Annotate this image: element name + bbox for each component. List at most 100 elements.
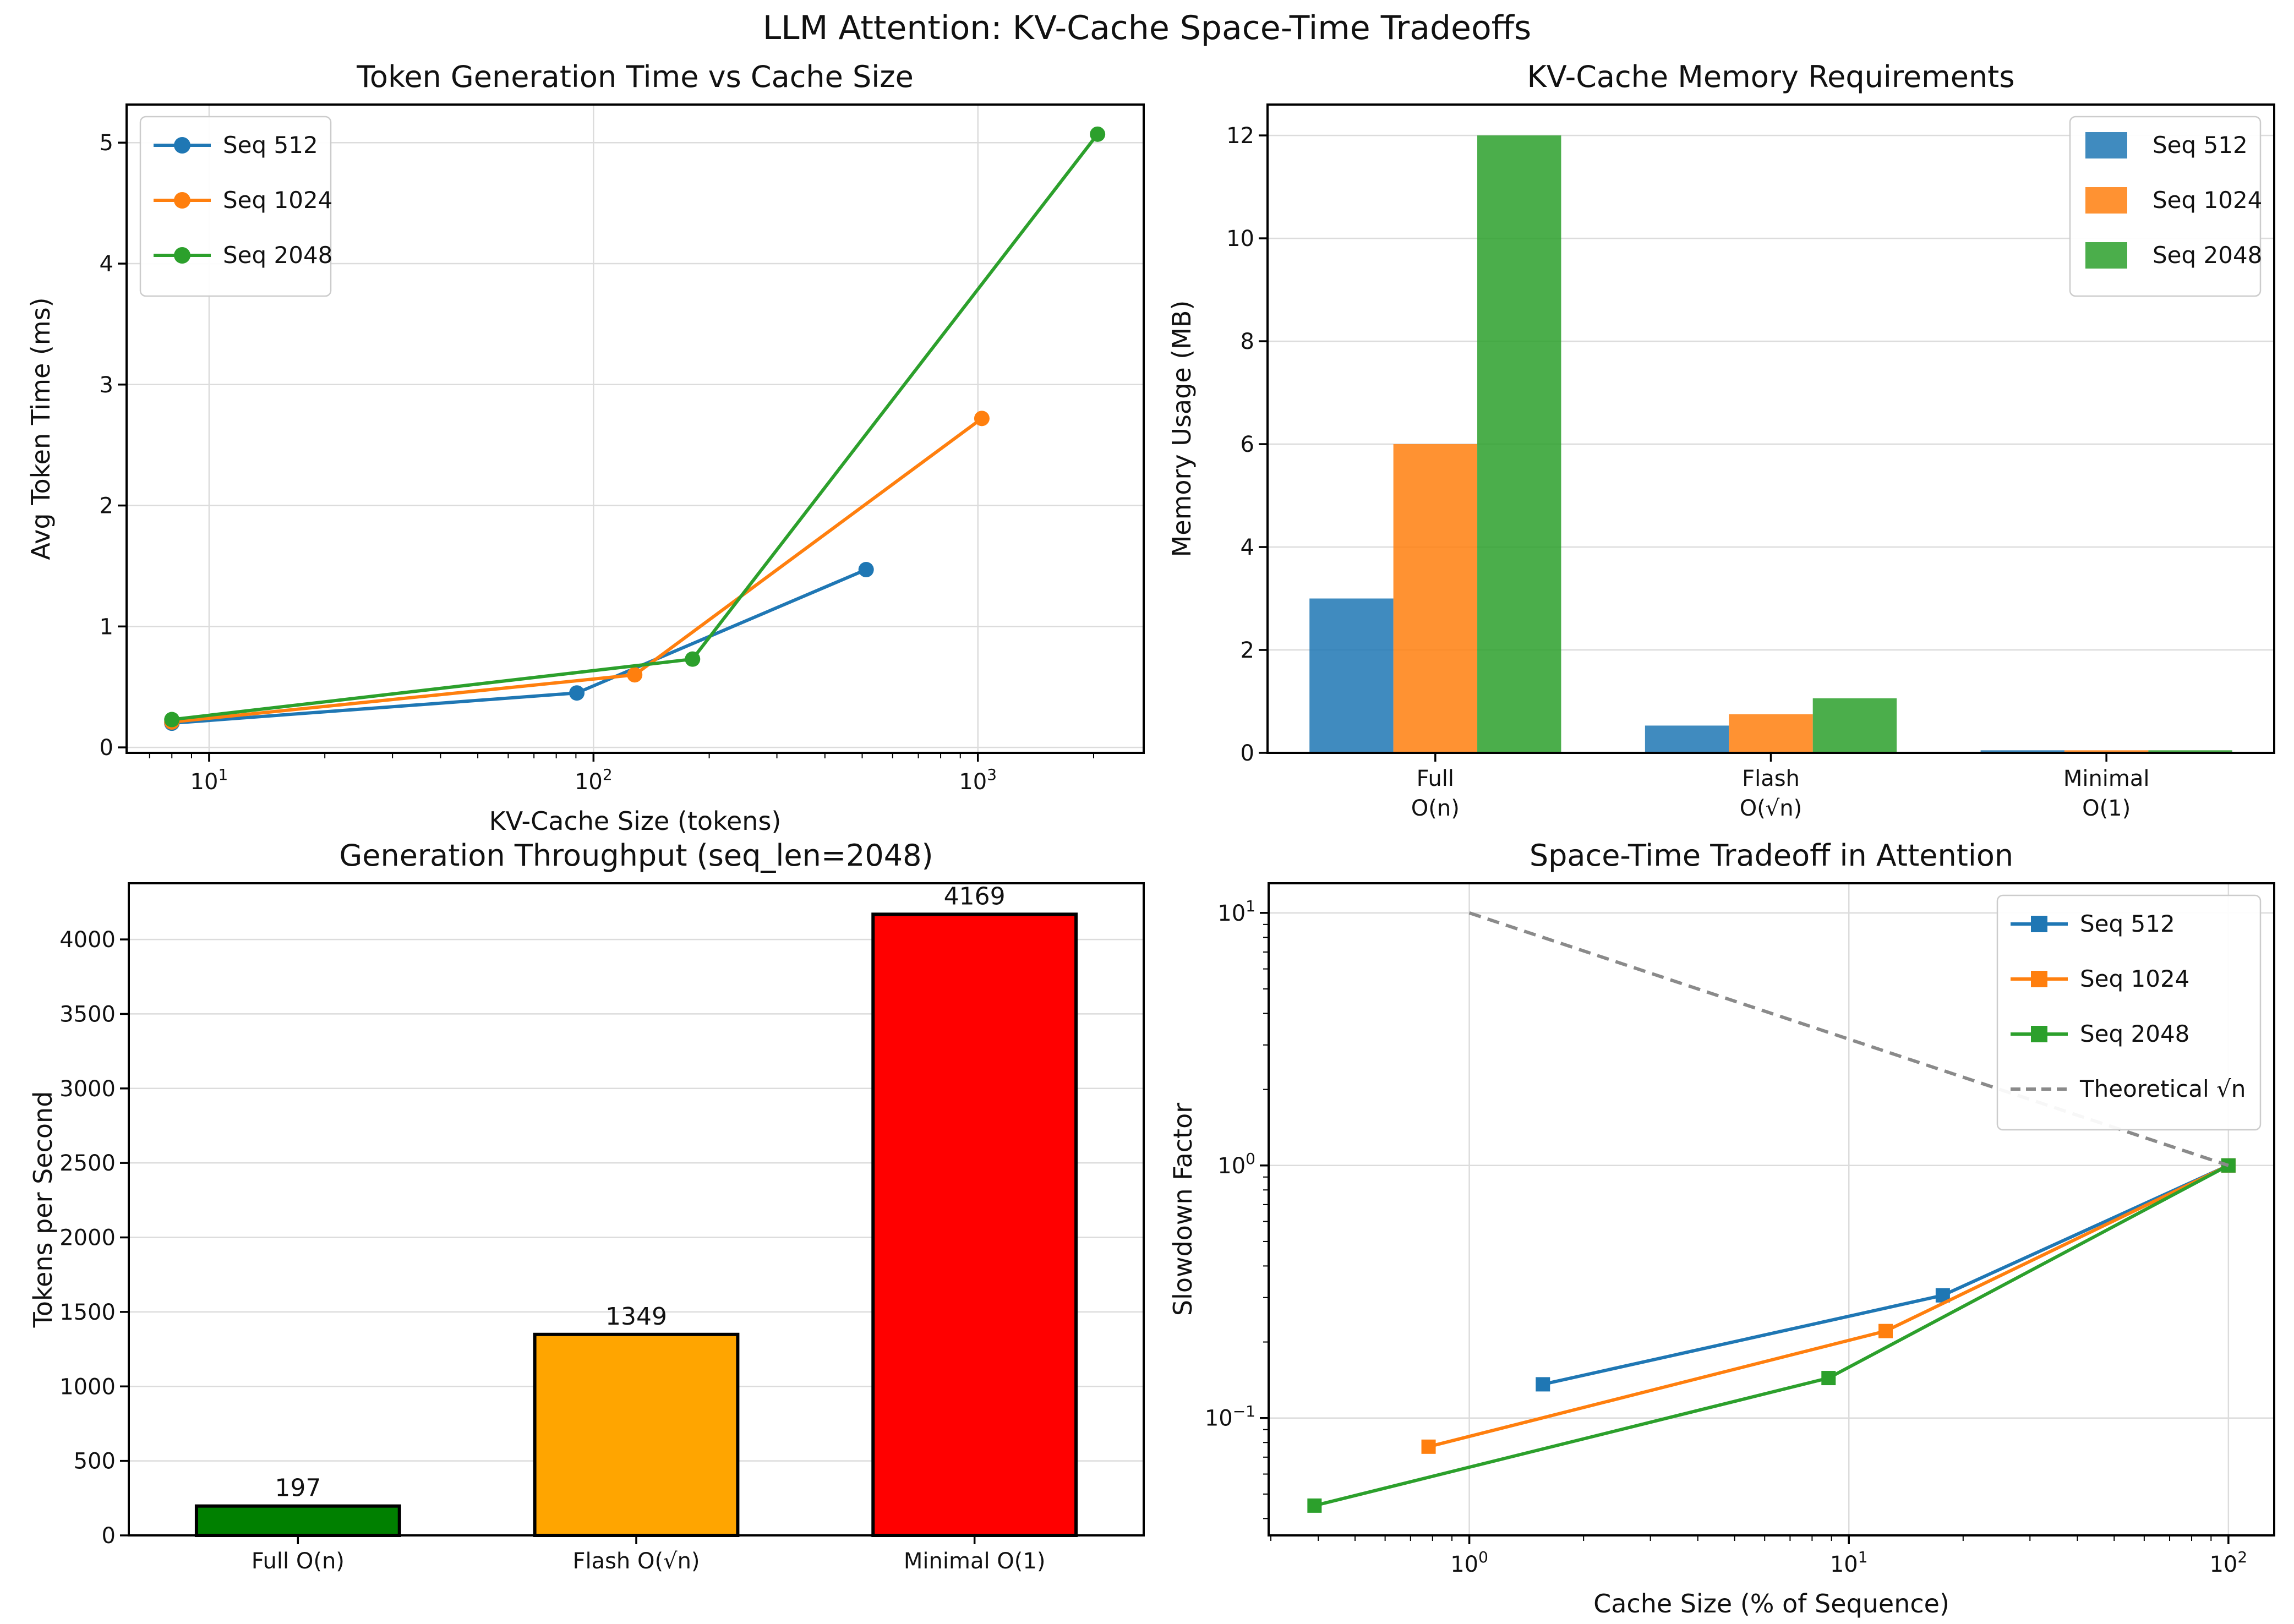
legend-label: Seq 2048 xyxy=(223,242,332,269)
bar xyxy=(2064,750,2149,753)
legend-label: Seq 512 xyxy=(2153,132,2248,158)
svg-text:500: 500 xyxy=(74,1449,116,1474)
legend-label: Seq 1024 xyxy=(2080,965,2189,992)
category-label: Full O(n) xyxy=(252,1549,345,1574)
axis-ticks xyxy=(120,938,976,1544)
svg-text:6: 6 xyxy=(1241,432,1254,457)
bar xyxy=(1309,598,1394,753)
category-label: Minimal xyxy=(2063,766,2150,791)
bar xyxy=(1393,444,1478,753)
tick-labels: Full O(n) Flash O(√n) Minimal O(1) 0 2 4 6 8 10 12 xyxy=(1226,123,2149,821)
svg-text:2000: 2000 xyxy=(59,1226,116,1251)
chart-generation-throughput: 197 1349 4169 Full O(n) Flash O(√n) Minimal O… xyxy=(28,838,1145,1574)
legend-label: Theoretical √n xyxy=(2079,1075,2246,1102)
svg-text:1500: 1500 xyxy=(59,1300,116,1325)
chart-title: Generation Throughput (seq_len=2048) xyxy=(339,838,933,873)
bar xyxy=(1812,698,1897,753)
bar-value-label: 197 xyxy=(275,1474,321,1502)
y-axis-label: Slowdown Factor xyxy=(1168,1103,1198,1316)
legend-label: Seq 2048 xyxy=(2153,242,2262,269)
data-point xyxy=(1878,1324,1893,1338)
legend: Seq 512 Seq 1024 Seq 2048 xyxy=(139,116,332,297)
category-label: Full xyxy=(1417,766,1454,791)
svg-text:3500: 3500 xyxy=(59,1002,116,1027)
data-point xyxy=(569,685,585,701)
svg-text:0: 0 xyxy=(100,735,113,761)
svg-text:102: 102 xyxy=(2209,1548,2247,1577)
bar xyxy=(1729,714,1813,753)
category-label: Flash xyxy=(1742,766,1800,791)
gridlines xyxy=(127,105,1144,753)
legend: Seq 512 Seq 1024 Seq 2048 Theoretical √n xyxy=(1996,894,2262,1131)
svg-text:100: 100 xyxy=(1217,1150,1255,1179)
y-axis-label: Memory Usage (MB) xyxy=(1167,300,1197,557)
bar xyxy=(871,912,1078,1537)
svg-text:1: 1 xyxy=(100,614,113,639)
category-label: Minimal O(1) xyxy=(904,1549,1046,1574)
data-point xyxy=(164,712,180,728)
svg-text:4000: 4000 xyxy=(59,927,116,953)
bar-series xyxy=(1309,598,2064,753)
bar-series xyxy=(1393,444,2149,753)
category-label: O(n) xyxy=(1411,796,1460,821)
svg-text:2500: 2500 xyxy=(59,1151,116,1176)
chart-title: KV-Cache Memory Requirements xyxy=(1527,59,2015,94)
gridlines xyxy=(1269,883,2274,1535)
axis-ticks xyxy=(118,141,1094,762)
bar-value-label: 1349 xyxy=(605,1303,667,1331)
bar xyxy=(1477,135,1561,753)
chart-kv-cache-memory: Full O(n) Flash O(√n) Minimal O(1) 0 2 4 6 8 10 12 KV… xyxy=(1167,59,2275,821)
axis-ticks xyxy=(1260,912,2230,1544)
legend: Seq 512 Seq 1024 Seq 2048 xyxy=(2069,116,2262,297)
svg-text:12: 12 xyxy=(1226,123,1254,149)
svg-text:2: 2 xyxy=(1241,638,1254,663)
x-axis-label: KV-Cache Size (tokens) xyxy=(489,806,782,836)
svg-text:3: 3 xyxy=(100,373,113,398)
legend-label: Seq 1024 xyxy=(2153,187,2262,214)
data-point xyxy=(974,411,990,426)
figure-title: LLM Attention: KV-Cache Space-Time Trade… xyxy=(762,9,1532,47)
data-point xyxy=(1821,1371,1836,1386)
chart-title: Space-Time Tradeoff in Attention xyxy=(1530,838,2013,873)
chart-space-time-tradeoff: 100 101 102 10−1 100 101 Space-Time Tradeoff i… xyxy=(1168,838,2275,1618)
category-label: O(1) xyxy=(2082,796,2131,821)
svg-text:101: 101 xyxy=(1217,897,1255,926)
svg-text:10−1: 10−1 xyxy=(1205,1402,1255,1431)
data-point xyxy=(1307,1498,1322,1513)
tick-labels: Full O(n) Flash O(√n) Minimal O(1) 0 500 1000… xyxy=(59,927,1045,1574)
series xyxy=(164,126,1106,728)
bar-series xyxy=(1477,135,2232,753)
svg-text:4: 4 xyxy=(100,251,113,277)
legend-label: Seq 512 xyxy=(2080,910,2175,937)
bar xyxy=(1645,725,1729,753)
legend-swatch xyxy=(2085,132,2127,158)
axes-frame xyxy=(125,103,1145,754)
bar-value-label: 4169 xyxy=(944,882,1006,910)
svg-text:100: 100 xyxy=(1450,1548,1488,1577)
svg-text:0: 0 xyxy=(1241,741,1254,766)
svg-text:2: 2 xyxy=(100,494,113,519)
axes-frame xyxy=(1268,882,2275,1536)
data-point xyxy=(685,651,701,667)
bar xyxy=(194,1504,401,1538)
series xyxy=(1421,1158,2236,1454)
x-axis-label: Cache Size (% of Sequence) xyxy=(1593,1589,1949,1618)
chart-title: Token Generation Time vs Cache Size xyxy=(356,59,914,94)
bar xyxy=(533,1332,740,1538)
series xyxy=(1307,1158,2236,1513)
svg-text:0: 0 xyxy=(102,1523,116,1549)
bar xyxy=(1980,750,2064,753)
category-label: Flash O(√n) xyxy=(572,1549,700,1574)
y-axis-label: Avg Token Time (ms) xyxy=(26,297,56,560)
series xyxy=(1536,1158,2236,1392)
data-point xyxy=(1421,1439,1436,1454)
svg-text:101: 101 xyxy=(1830,1548,1868,1577)
legend-swatch xyxy=(2085,242,2127,269)
svg-text:4: 4 xyxy=(1241,535,1254,560)
bars: 197 1349 4169 xyxy=(194,882,1078,1538)
